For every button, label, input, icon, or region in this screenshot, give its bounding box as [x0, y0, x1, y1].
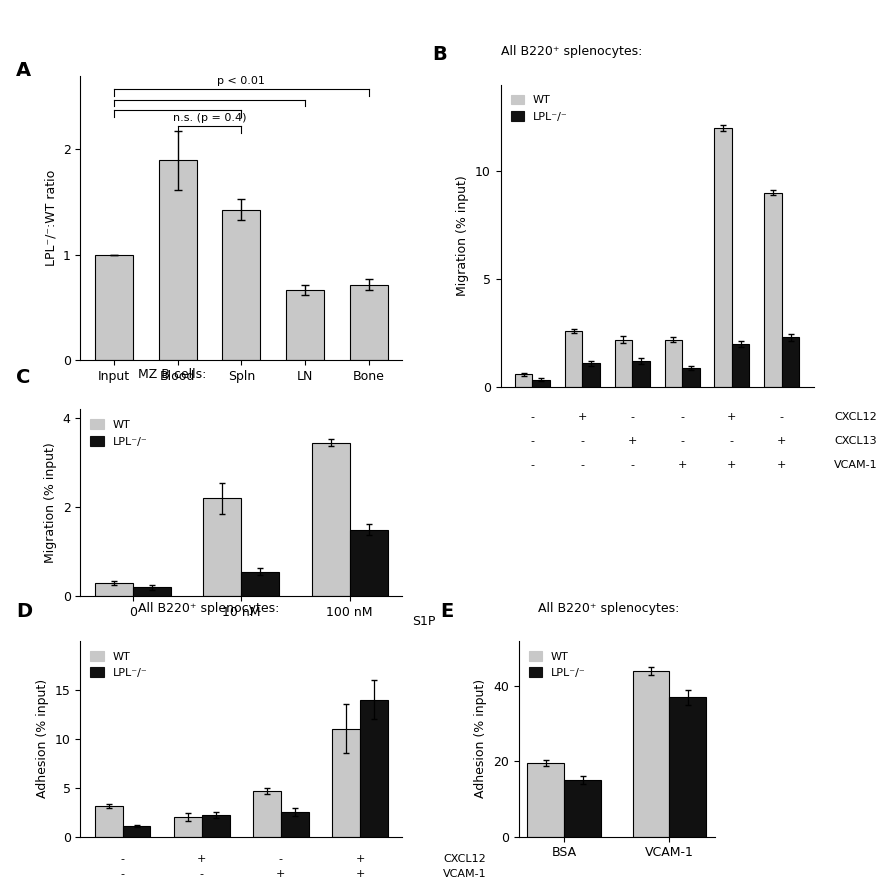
Bar [527, 763, 564, 837]
Bar [159, 160, 197, 360]
Text: -: - [680, 436, 684, 446]
Text: -: - [680, 412, 684, 423]
Bar [670, 697, 706, 837]
Bar [782, 337, 799, 387]
Legend: WT, LPL⁻/⁻: WT, LPL⁻/⁻ [506, 90, 572, 126]
Text: +: + [777, 436, 787, 446]
Bar [312, 442, 350, 596]
Text: n.s. (p = 0.4): n.s. (p = 0.4) [173, 113, 247, 123]
Text: +: + [678, 460, 687, 470]
Text: +: + [777, 460, 787, 470]
Bar [95, 806, 122, 837]
Text: B: B [432, 45, 446, 64]
Bar [714, 128, 732, 387]
Bar [202, 815, 230, 837]
Bar [564, 781, 601, 837]
Bar [664, 340, 682, 387]
Bar [253, 790, 281, 837]
Legend: WT, LPL⁻/⁻: WT, LPL⁻/⁻ [524, 646, 590, 683]
Bar [174, 817, 202, 837]
Text: -: - [200, 869, 204, 878]
Text: +: + [628, 436, 637, 446]
Text: CXCL12: CXCL12 [834, 412, 877, 423]
Y-axis label: Adhesion (% input): Adhesion (% input) [475, 679, 487, 798]
Text: -: - [121, 869, 125, 878]
Text: A: A [16, 61, 31, 80]
Text: -: - [630, 412, 634, 423]
Text: -: - [530, 436, 535, 446]
Text: All B220⁺ splenocytes:: All B220⁺ splenocytes: [538, 602, 679, 615]
Text: +: + [276, 869, 285, 878]
Bar [360, 700, 388, 837]
Bar [223, 210, 260, 360]
Text: All B220⁺ splenocytes:: All B220⁺ splenocytes: [501, 45, 642, 58]
Text: -: - [780, 412, 784, 423]
Text: All B220⁺ splenocytes:: All B220⁺ splenocytes: [139, 602, 280, 615]
Text: -: - [730, 436, 734, 446]
Bar [633, 671, 670, 837]
Bar [241, 571, 279, 596]
Text: +: + [355, 854, 365, 864]
Legend: WT, LPL⁻/⁻: WT, LPL⁻/⁻ [86, 646, 152, 683]
Text: S1P: S1P [412, 615, 435, 628]
Bar [764, 192, 782, 387]
Bar [133, 587, 171, 596]
Bar [281, 812, 308, 837]
Bar [95, 255, 133, 360]
Text: -: - [279, 854, 283, 864]
Text: MZ B cells:: MZ B cells: [139, 368, 207, 381]
Text: p < 0.01: p < 0.01 [217, 77, 266, 86]
Text: VCAM-1: VCAM-1 [443, 869, 486, 878]
Bar [350, 530, 388, 596]
Text: -: - [530, 460, 535, 470]
Text: CXCL12: CXCL12 [443, 854, 485, 864]
Text: +: + [578, 412, 587, 423]
Legend: WT, LPL⁻/⁻: WT, LPL⁻/⁻ [86, 415, 152, 451]
Y-axis label: Migration (% input): Migration (% input) [44, 442, 57, 563]
Y-axis label: LPL⁻/⁻:WT ratio: LPL⁻/⁻:WT ratio [44, 170, 57, 266]
Text: +: + [727, 412, 737, 423]
Bar [204, 498, 241, 596]
Text: D: D [16, 602, 32, 620]
Text: C: C [16, 368, 30, 387]
Y-axis label: Adhesion (% input): Adhesion (% input) [37, 679, 49, 798]
Bar [582, 363, 600, 387]
Bar [350, 285, 388, 360]
Bar [615, 340, 632, 387]
Text: CXCL13: CXCL13 [834, 436, 877, 446]
Bar [682, 368, 699, 387]
Bar [122, 826, 150, 837]
Bar [632, 361, 650, 387]
Bar [565, 331, 582, 387]
Text: -: - [530, 412, 535, 423]
Text: -: - [121, 854, 125, 864]
Text: -: - [580, 436, 585, 446]
Text: +: + [198, 854, 207, 864]
Text: E: E [440, 602, 453, 620]
Text: +: + [727, 460, 737, 470]
Text: -: - [580, 460, 585, 470]
Bar [333, 729, 360, 837]
Bar [286, 290, 324, 360]
Text: -: - [630, 460, 634, 470]
Bar [515, 374, 532, 387]
Y-axis label: Migration (% input): Migration (% input) [457, 175, 469, 296]
Bar [532, 379, 550, 387]
Bar [732, 344, 749, 387]
Text: +: + [355, 869, 365, 878]
Text: VCAM-1: VCAM-1 [834, 460, 878, 470]
Bar [95, 583, 133, 596]
